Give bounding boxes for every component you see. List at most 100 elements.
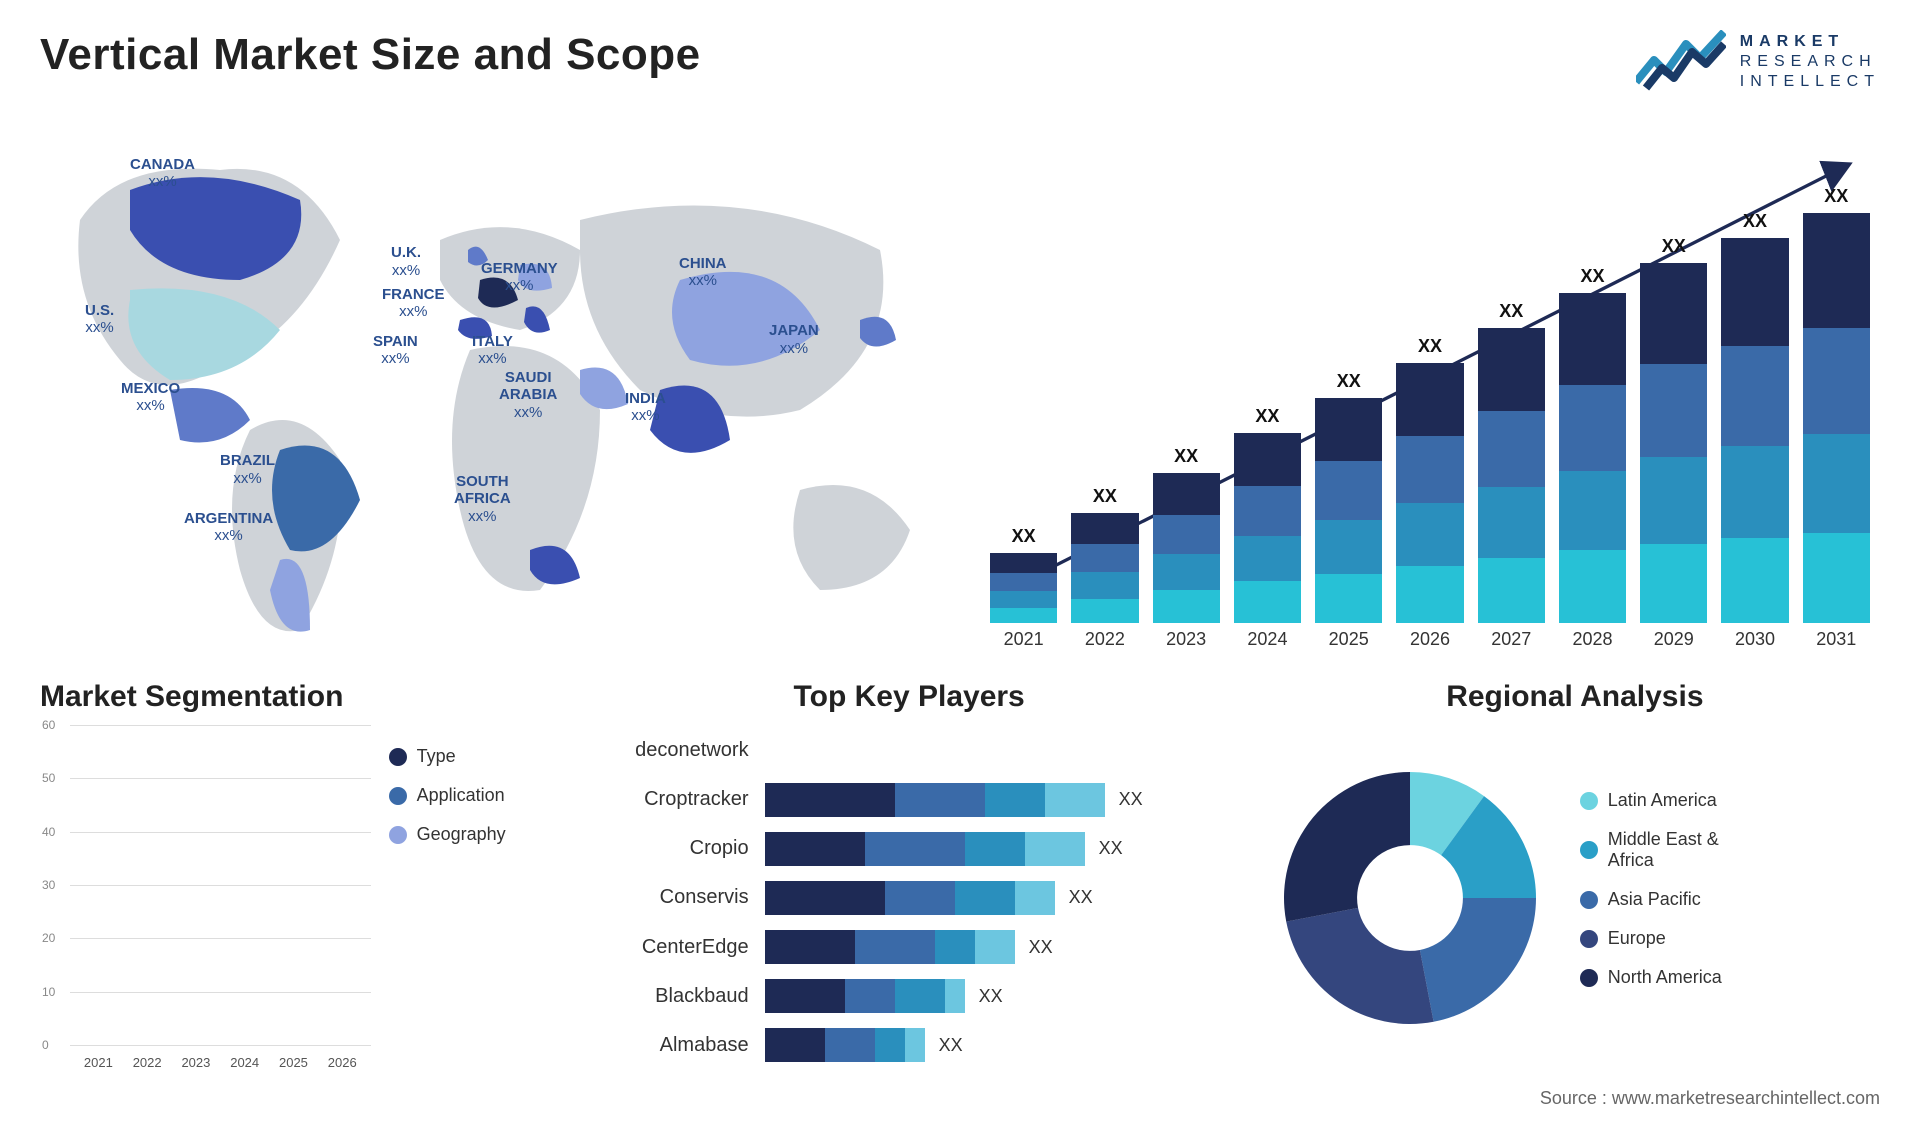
- map-label: U.K.xx%: [391, 244, 421, 279]
- regional-title: Regional Analysis: [1270, 680, 1880, 714]
- growth-value-label: XX: [1337, 371, 1361, 392]
- keyplayers-panel: Top Key Players deconetworkCroptrackerCr…: [579, 680, 1240, 1070]
- map-label: ITALYxx%: [472, 333, 513, 368]
- segmentation-title: Market Segmentation: [40, 680, 549, 714]
- map-label: BRAZILxx%: [220, 452, 275, 487]
- growth-x-label: 2025: [1329, 629, 1369, 650]
- growth-x-label: 2031: [1816, 629, 1856, 650]
- donut-slice: [1420, 898, 1536, 1022]
- map-label: SOUTHAFRICAxx%: [454, 473, 511, 525]
- growth-value-label: XX: [1174, 446, 1198, 467]
- map-japan: [860, 317, 896, 347]
- growth-bar: [1559, 293, 1626, 623]
- regional-donut: [1270, 758, 1550, 1038]
- regional-legend: Latin AmericaMiddle East &AfricaAsia Pac…: [1580, 790, 1880, 1006]
- growth-value-label: XX: [1255, 406, 1279, 427]
- page-title: Vertical Market Size and Scope: [40, 30, 701, 80]
- regional-panel: Regional Analysis Latin America Middle Ea…: [1270, 680, 1880, 1070]
- brand-logo: MARKET RESEARCH INTELLECT: [1636, 30, 1880, 94]
- keyplayer-label: Blackbaud: [579, 985, 749, 1008]
- growth-x-label: 2023: [1166, 629, 1206, 650]
- bottom-row: Market Segmentation 0102030405060 202120…: [40, 680, 1880, 1070]
- keyplayer-value: XX: [979, 986, 1003, 1007]
- legend-item: Europe: [1580, 928, 1880, 949]
- map-label: ARGENTINAxx%: [184, 510, 273, 545]
- growth-chart: XX2021XX2022XX2023XX2024XX2025XX2026XX20…: [980, 130, 1880, 650]
- keyplayer-row: XX: [765, 1028, 1240, 1062]
- map-label: FRANCExx%: [382, 286, 445, 321]
- keyplayer-label: CenterEdge: [579, 936, 749, 959]
- keyplayer-value: XX: [1069, 887, 1093, 908]
- growth-column: XX2021: [990, 526, 1057, 650]
- header: Vertical Market Size and Scope MARKET RE…: [40, 30, 1880, 120]
- growth-x-label: 2021: [1004, 629, 1044, 650]
- growth-value-label: XX: [1418, 336, 1442, 357]
- growth-value-label: XX: [1580, 266, 1604, 287]
- map-mexico: [170, 388, 250, 443]
- map-label: U.S.xx%: [85, 302, 114, 337]
- growth-x-label: 2026: [1410, 629, 1450, 650]
- growth-bar: [1315, 398, 1382, 623]
- legend-item: Latin America: [1580, 790, 1880, 811]
- growth-value-label: XX: [1499, 301, 1523, 322]
- brand-text: MARKET RESEARCH INTELLECT: [1740, 32, 1880, 92]
- map-label: CANADAxx%: [130, 156, 195, 191]
- growth-column: XX 2031: [1803, 186, 1870, 650]
- growth-column: XX 2026: [1396, 336, 1463, 650]
- keyplayer-label: Almabase: [579, 1034, 749, 1057]
- map-label: SPAINxx%: [373, 333, 418, 368]
- keyplayer-label: Conservis: [579, 886, 749, 909]
- growth-x-label: 2028: [1572, 629, 1612, 650]
- growth-column: XX 2025: [1315, 371, 1382, 650]
- growth-column: XX2029: [1640, 236, 1707, 650]
- growth-bar: [990, 553, 1057, 623]
- keyplayer-label: Cropio: [579, 837, 749, 860]
- keyplayer-row: XX: [765, 783, 1240, 817]
- growth-x-label: 2030: [1735, 629, 1775, 650]
- keyplayer-value: XX: [1119, 789, 1143, 810]
- growth-column: XX2022: [1071, 486, 1138, 650]
- growth-bar: [1721, 238, 1788, 623]
- segmentation-chart: 0102030405060 202120222023202420252026: [40, 726, 371, 1070]
- map-brazil: [272, 446, 360, 552]
- growth-bar: [1153, 473, 1220, 623]
- legend-item: Application: [389, 785, 549, 806]
- growth-x-label: 2027: [1491, 629, 1531, 650]
- map-safrica: [530, 546, 580, 585]
- keyplayer-label: deconetwork: [579, 739, 749, 762]
- legend-item: Type: [389, 746, 549, 767]
- growth-value-label: XX: [1824, 186, 1848, 207]
- keyplayer-row: XX: [765, 979, 1240, 1013]
- growth-x-label: 2029: [1654, 629, 1694, 650]
- donut-slice: [1284, 772, 1410, 922]
- keyplayer-value: XX: [1099, 838, 1123, 859]
- keyplayer-row: XX: [765, 930, 1240, 964]
- world-map: CANADAxx% U.S.xx% MEXICOxx% BRAZILxx% ARGENT…: [40, 130, 940, 650]
- legend-item: Middle East &Africa: [1580, 829, 1880, 871]
- growth-bar: [1640, 263, 1707, 623]
- legend-item: Geography: [389, 824, 549, 845]
- growth-bar: [1803, 213, 1870, 623]
- growth-bar: [1234, 433, 1301, 623]
- legend-item: North America: [1580, 967, 1880, 988]
- map-label: SAUDIARABIAxx%: [499, 369, 557, 421]
- keyplayers-chart: XX XX XX XX XX XX: [765, 726, 1240, 1070]
- donut-slice: [1286, 908, 1433, 1024]
- growth-value-label: XX: [1743, 211, 1767, 232]
- growth-x-label: 2022: [1085, 629, 1125, 650]
- map-label: INDIAxx%: [625, 390, 666, 425]
- keyplayers-labels: deconetworkCroptrackerCropioConservisCen…: [579, 726, 749, 1070]
- growth-x-label: 2024: [1247, 629, 1287, 650]
- growth-bar: [1478, 328, 1545, 623]
- map-label: CHINAxx%: [679, 255, 727, 290]
- growth-bar: [1396, 363, 1463, 623]
- footer-source: Source : www.marketresearchintellect.com: [40, 1088, 1880, 1109]
- keyplayer-row: XX: [765, 881, 1240, 915]
- map-label: MEXICOxx%: [121, 380, 180, 415]
- growth-column: XX 2024: [1234, 406, 1301, 650]
- growth-column: XX 2027: [1478, 301, 1545, 650]
- map-label: GERMANYxx%: [481, 260, 558, 295]
- keyplayer-value: XX: [939, 1035, 963, 1056]
- keyplayer-row: XX: [765, 832, 1240, 866]
- top-row: CANADAxx% U.S.xx% MEXICOxx% BRAZILxx% ARGENT…: [40, 130, 1880, 650]
